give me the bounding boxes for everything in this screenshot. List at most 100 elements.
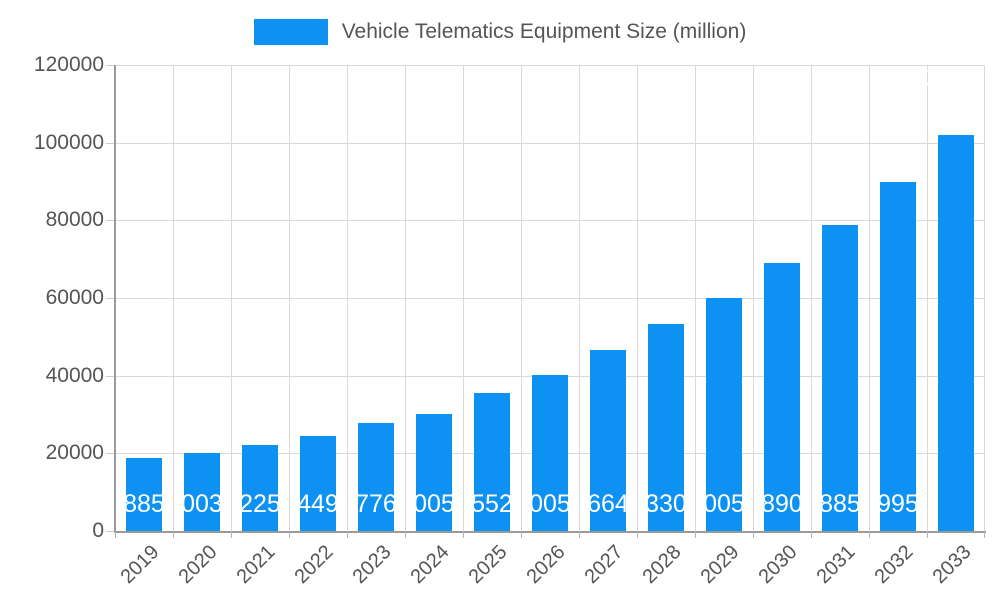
y-axis-tick-label: 40000 xyxy=(45,363,104,387)
x-axis-tick-label: 2024 xyxy=(406,541,454,589)
gridline-horizontal xyxy=(115,220,985,222)
gridline-vertical xyxy=(289,65,290,531)
gridline-vertical xyxy=(927,65,928,531)
gridline-horizontal xyxy=(115,298,985,299)
gridline-vertical xyxy=(521,65,522,531)
y-axis-tick-mark xyxy=(106,453,114,455)
bar[interactable]: 24490 xyxy=(299,435,337,531)
x-axis-tick-mark xyxy=(347,531,348,538)
x-axis-tick-mark xyxy=(637,531,638,538)
bar[interactable]: 22250 xyxy=(241,444,279,531)
bar-value-label: 40050 xyxy=(531,489,569,518)
bar-value-label: 89950 xyxy=(879,489,917,518)
bar[interactable]: 18850 xyxy=(125,457,163,531)
bar[interactable] xyxy=(937,134,975,531)
x-axis-tick-mark xyxy=(869,531,870,538)
y-axis-line xyxy=(114,65,116,532)
gridline-vertical xyxy=(173,65,174,531)
y-axis-tick-mark xyxy=(106,298,114,299)
bar-value-label: 102000 xyxy=(898,62,982,91)
gridline-vertical xyxy=(405,65,406,531)
bar[interactable]: 35520 xyxy=(473,393,511,531)
bar-value-label: 46640 xyxy=(589,489,627,518)
bar-value-label: 60050 xyxy=(705,489,743,518)
y-axis-tick-mark xyxy=(106,220,114,222)
x-axis-tick-mark xyxy=(927,531,928,538)
x-axis-tick-mark xyxy=(115,531,116,538)
x-axis-tick-label: 2031 xyxy=(812,541,860,589)
gridline-vertical xyxy=(869,65,870,531)
gridline-vertical xyxy=(463,65,464,531)
bar-value-label: 18850 xyxy=(125,489,163,518)
x-axis-tick-label: 2023 xyxy=(348,541,396,589)
plot-area: 18850 20030 22250 24490 27760 30050 35520 40050… xyxy=(115,62,985,532)
x-axis-tick-mark xyxy=(753,531,754,538)
gridline-vertical xyxy=(579,65,580,531)
chart-legend: Vehicle Telematics Equipment Size (milli… xyxy=(0,14,1000,50)
gridline-horizontal xyxy=(115,142,985,144)
x-axis-tick-label: 2022 xyxy=(290,541,338,589)
x-axis-line xyxy=(114,531,986,533)
x-axis-tick-mark xyxy=(579,531,580,538)
y-axis-tick-label: 120000 xyxy=(33,53,104,76)
bar[interactable]: 89950 xyxy=(879,181,917,531)
x-axis-tick-label: 2026 xyxy=(522,541,570,589)
bar-value-label: 20030 xyxy=(183,489,221,518)
bar-value-label: 30050 xyxy=(415,489,453,518)
x-axis-tick-label: 2033 xyxy=(928,541,976,589)
x-axis-tick-mark xyxy=(984,531,985,538)
x-axis-tick-label: 2030 xyxy=(754,541,802,589)
x-axis-tick-label: 2019 xyxy=(116,541,164,589)
gridline-vertical xyxy=(984,65,985,531)
x-axis-tick-mark xyxy=(231,531,232,538)
gridline-vertical xyxy=(231,65,232,531)
y-axis-tick-label: 100000 xyxy=(33,130,104,154)
bar-value-label: 27760 xyxy=(357,489,395,518)
gridline-vertical xyxy=(695,65,696,531)
bar[interactable]: 60050 xyxy=(705,297,743,531)
y-axis-tick-label: 80000 xyxy=(45,208,104,232)
bar[interactable]: 68900 xyxy=(763,263,801,531)
bar-value-label: 24490 xyxy=(299,489,337,518)
x-axis-tick-label: 2020 xyxy=(174,541,222,589)
bar-value-label: 53300 xyxy=(647,489,685,518)
x-axis-tick-mark xyxy=(811,531,812,538)
bar[interactable]: 46640 xyxy=(589,349,627,531)
legend-swatch-series-0[interactable] xyxy=(253,19,328,45)
x-axis-tick-mark xyxy=(173,531,174,538)
gridline-vertical xyxy=(347,65,348,531)
x-axis-tick-mark xyxy=(463,531,464,538)
y-axis-tick-mark xyxy=(106,65,114,66)
bar[interactable]: 20030 xyxy=(183,453,221,531)
x-axis-tick-mark xyxy=(521,531,522,538)
gridline-vertical xyxy=(811,65,812,531)
x-axis-tick-mark xyxy=(405,531,406,538)
bar[interactable]: 78850 xyxy=(821,224,859,531)
x-axis-tick-label: 2027 xyxy=(580,541,628,589)
gridline-vertical xyxy=(753,65,754,531)
y-axis-tick-mark xyxy=(106,375,114,377)
x-axis-tick-mark xyxy=(695,531,696,538)
y-axis-tick-label: 0 xyxy=(92,519,104,542)
x-axis-tick-label: 2032 xyxy=(870,541,918,589)
bar[interactable]: 27760 xyxy=(357,423,395,531)
gridline-vertical xyxy=(637,65,638,531)
legend-label-series-0[interactable]: Vehicle Telematics Equipment Size (milli… xyxy=(341,20,747,43)
bar[interactable]: 40050 xyxy=(531,375,569,531)
y-axis-tick-label: 60000 xyxy=(45,286,104,309)
y-axis-tick-label: 20000 xyxy=(45,441,104,465)
bar-value-label: 35520 xyxy=(473,489,511,518)
bar-value-label: 68900 xyxy=(763,489,801,518)
x-axis-tick-label: 2028 xyxy=(638,541,686,589)
x-axis-tick-label: 2021 xyxy=(232,541,280,589)
y-axis-tick-mark xyxy=(106,531,114,532)
x-axis-tick-label: 2025 xyxy=(464,541,512,589)
bar[interactable]: 30050 xyxy=(415,414,453,531)
x-axis-tick-label: 2029 xyxy=(696,541,744,589)
x-axis-tick-mark xyxy=(289,531,290,538)
bar-value-label: 22250 xyxy=(241,489,279,518)
bar-value-label: 78850 xyxy=(821,489,859,518)
bar[interactable]: 53300 xyxy=(647,324,685,531)
gridline-horizontal xyxy=(115,65,985,66)
